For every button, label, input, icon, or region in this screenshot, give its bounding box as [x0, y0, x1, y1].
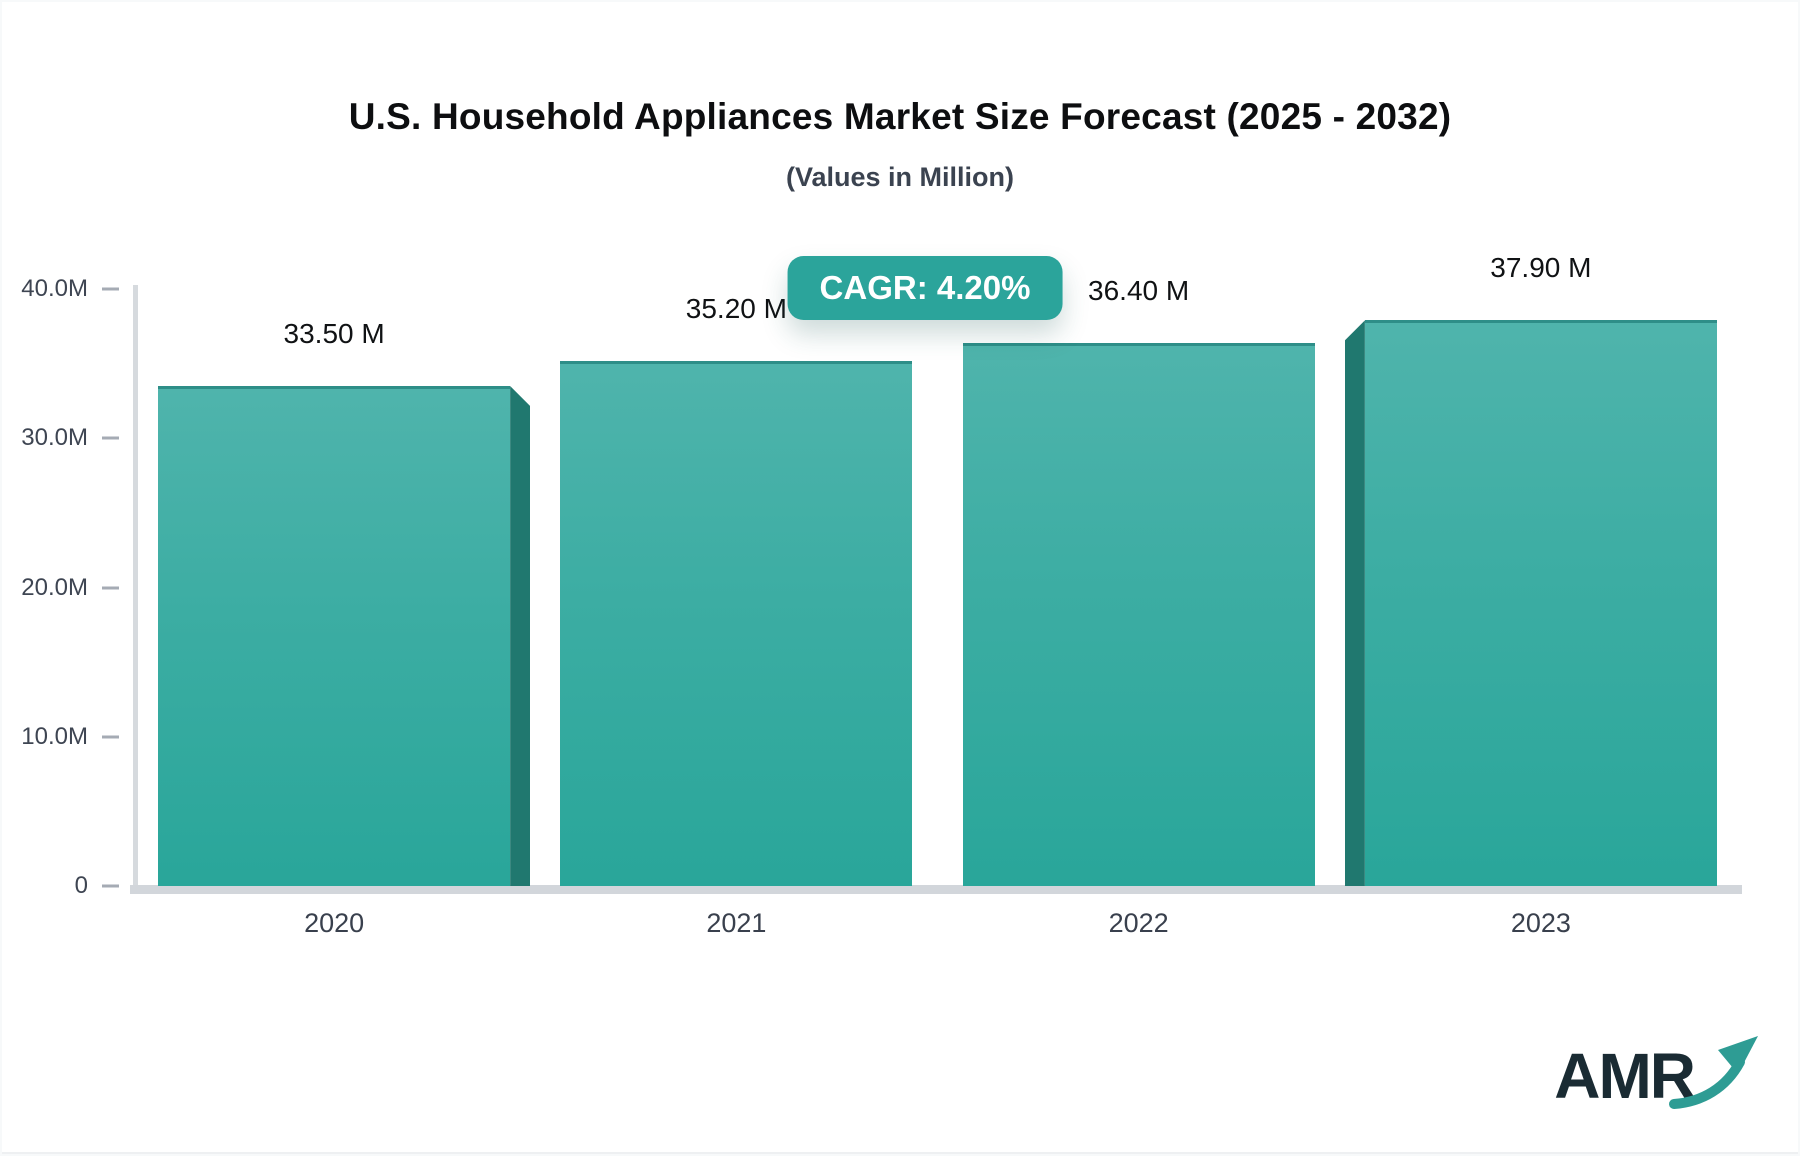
bar-value-label: 37.90 M [1490, 252, 1592, 284]
y-tick-label: 20.0M [21, 573, 88, 601]
x-axis-line [130, 885, 1742, 894]
chart-title: U.S. Household Appliances Market Size Fo… [348, 96, 1452, 137]
x-tick-label: 2020 [304, 908, 365, 938]
bar-3d-side-2023 [1344, 320, 1365, 886]
y-tick-label: 0 [74, 872, 88, 899]
bar-value-label: 35.20 M [685, 292, 787, 324]
x-tick-label: 2021 [706, 908, 767, 938]
x-tick-label: 2023 [1510, 908, 1571, 938]
y-tick-label: 40.0M [21, 275, 88, 302]
y-tick-label: 10.0M [21, 722, 88, 750]
cagr-badge-label: CAGR: 4.20% [819, 269, 1031, 306]
bar-2021 [560, 360, 913, 886]
bar-value-label: 36.40 M [1088, 274, 1190, 306]
bar-2023 [1364, 320, 1717, 886]
logo-text: AMR [1554, 1040, 1696, 1112]
y-tick-mark [102, 586, 119, 589]
bar-3d-side-2020 [510, 386, 531, 886]
bar-value-label: 33.50 M [283, 318, 385, 349]
cagr-badge: CAGR: 4.20% [787, 256, 1063, 320]
y-tick-label: 30.0M [21, 424, 88, 452]
y-tick-mark [102, 287, 119, 291]
y-axis-line [133, 285, 138, 894]
amr-logo: AMR [1554, 1032, 1760, 1112]
y-tick-mark [102, 735, 119, 739]
bar-2022 [962, 342, 1315, 886]
y-tick-mark [102, 884, 119, 888]
chart-subtitle: (Values in Million) [785, 162, 1015, 192]
x-tick-label: 2022 [1108, 908, 1169, 938]
bar-2020 [158, 386, 511, 886]
y-tick-mark [102, 436, 119, 440]
trend-up-arrow-icon [1669, 1036, 1758, 1109]
